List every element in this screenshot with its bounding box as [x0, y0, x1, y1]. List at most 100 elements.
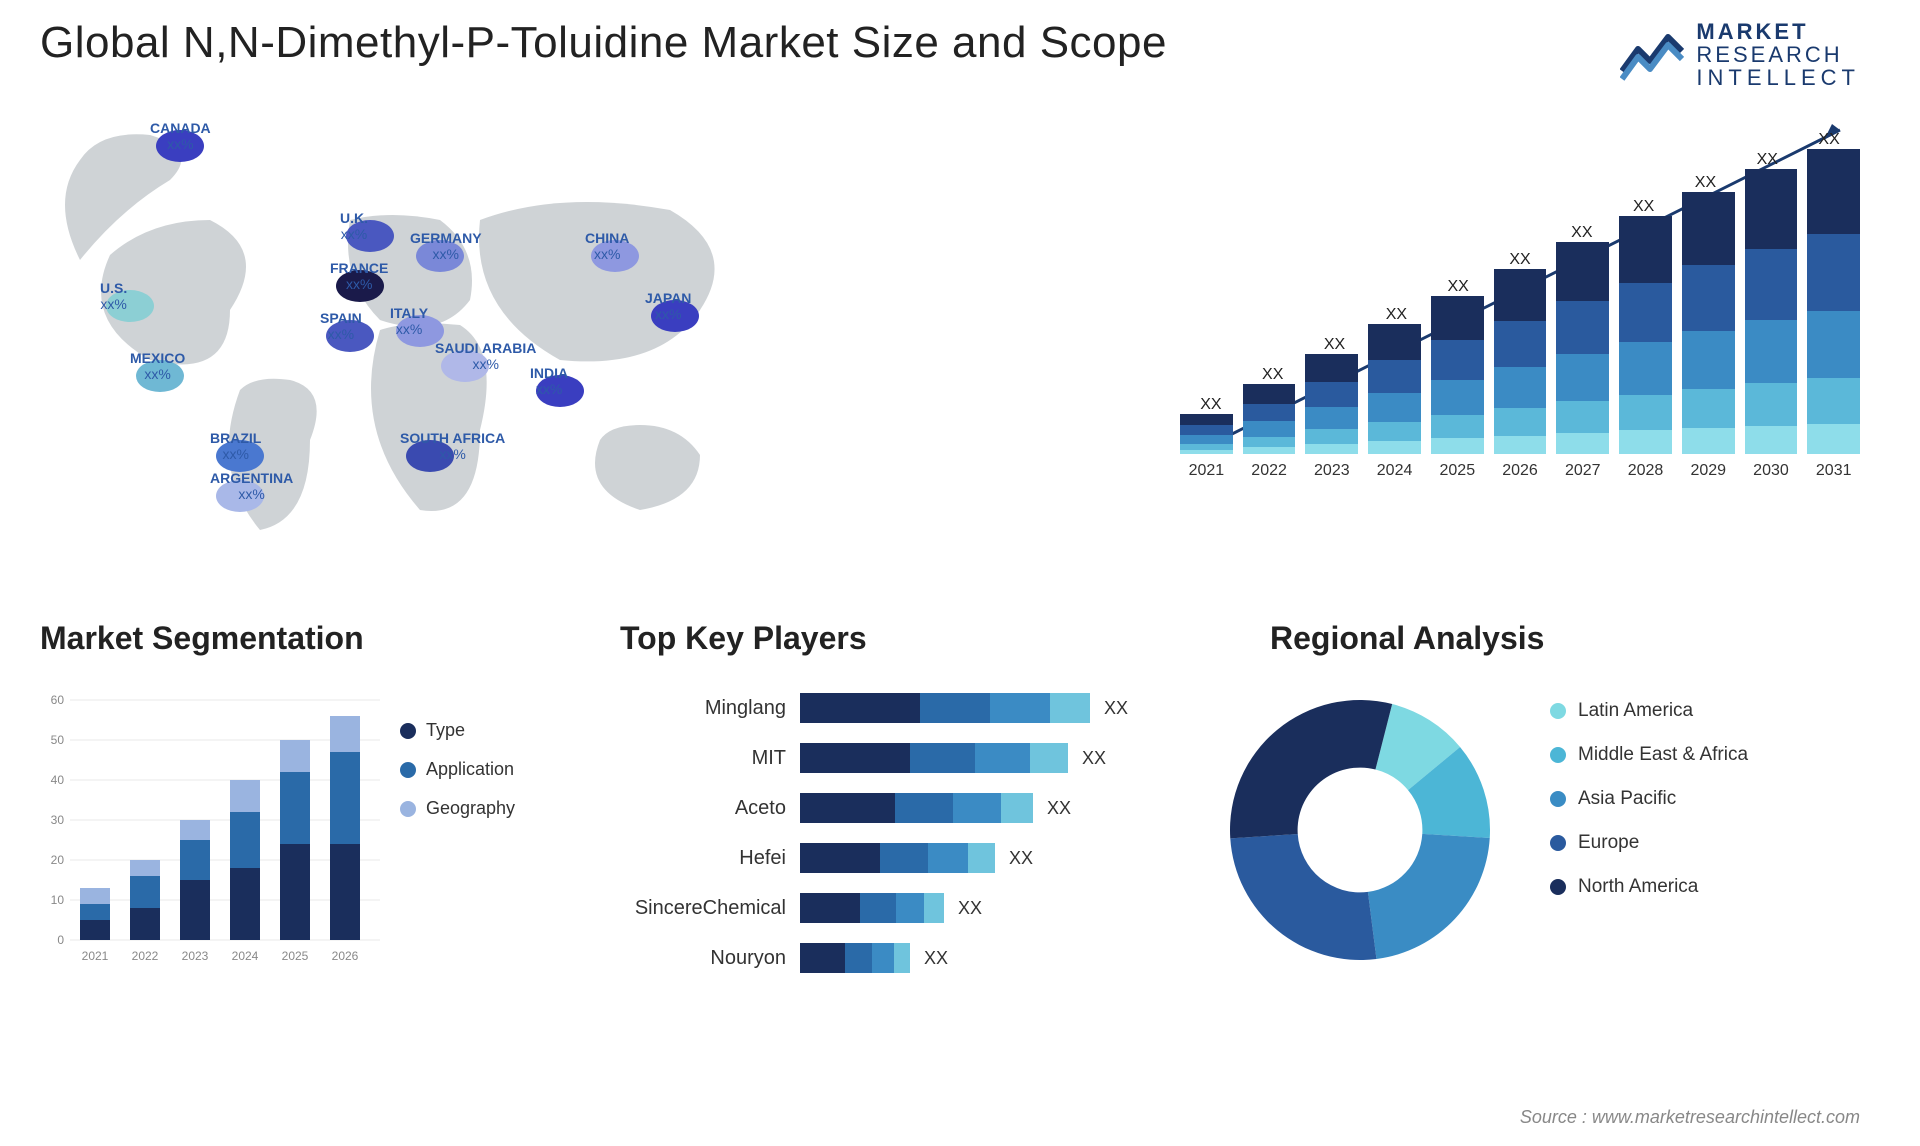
player-segment	[1001, 793, 1033, 823]
seg-bar	[230, 868, 260, 940]
growth-segment	[1807, 149, 1860, 234]
legend-dot	[1550, 703, 1566, 719]
growth-stack	[1305, 354, 1358, 454]
growth-segment	[1556, 301, 1609, 354]
logo-line3: INTELLECT	[1696, 66, 1860, 89]
logo-icon	[1620, 29, 1684, 81]
legend-dot	[1550, 835, 1566, 851]
player-segment	[975, 743, 1030, 773]
growth-value-label: XX	[1695, 174, 1716, 192]
growth-segment	[1305, 354, 1358, 382]
growth-segment	[1180, 425, 1233, 435]
map-label: SPAINxx%	[320, 310, 362, 342]
legend-item: Application	[400, 759, 515, 780]
growth-segment	[1305, 429, 1358, 444]
growth-segment	[1368, 422, 1421, 442]
country-pct: xx%	[320, 326, 362, 342]
growth-segment	[1494, 408, 1547, 436]
growth-year-label: 2031	[1816, 462, 1852, 480]
legend-dot	[400, 801, 416, 817]
player-segment	[800, 693, 920, 723]
seg-bar	[330, 716, 360, 752]
seg-bar	[280, 740, 310, 772]
player-row: NouryonXX	[620, 940, 1180, 976]
player-bar	[800, 943, 910, 973]
growth-year-label: 2028	[1628, 462, 1664, 480]
country-name: SPAIN	[320, 310, 362, 326]
legend-item: Europe	[1550, 832, 1748, 854]
seg-bar	[80, 888, 110, 904]
svg-text:30: 30	[51, 813, 65, 827]
donut-slice	[1368, 834, 1490, 959]
growth-value-label: XX	[1448, 278, 1469, 296]
growth-segment	[1556, 354, 1609, 401]
growth-column: 2024	[1368, 324, 1421, 480]
growth-segment	[1619, 342, 1672, 394]
player-segment	[845, 943, 872, 973]
legend-item: North America	[1550, 876, 1748, 898]
player-segment	[953, 793, 1001, 823]
segmentation-title: Market Segmentation	[40, 620, 364, 657]
legend-label: Asia Pacific	[1578, 788, 1676, 810]
growth-segment	[1619, 216, 1672, 283]
country-name: SOUTH AFRICA	[400, 430, 505, 446]
player-value: XX	[1104, 698, 1128, 719]
growth-segment	[1368, 441, 1421, 454]
country-name: BRAZIL	[210, 430, 261, 446]
player-name: MIT	[620, 747, 800, 770]
regional-section: Regional Analysis Latin AmericaMiddle Ea…	[1210, 620, 1860, 1000]
growth-segment	[1305, 382, 1358, 407]
map-label: ARGENTINAxx%	[210, 470, 293, 502]
legend-label: North America	[1578, 876, 1698, 898]
growth-segment	[1243, 447, 1296, 454]
player-segment	[990, 693, 1050, 723]
growth-segment	[1305, 407, 1358, 429]
country-name: ARGENTINA	[210, 470, 293, 486]
seg-bar	[330, 752, 360, 844]
growth-value-label: XX	[1571, 224, 1592, 242]
player-row: MITXX	[620, 740, 1180, 776]
legend-dot	[400, 762, 416, 778]
growth-column: 2021	[1180, 414, 1233, 480]
growth-stack	[1745, 169, 1798, 454]
player-segment	[968, 843, 995, 873]
growth-segment	[1619, 283, 1672, 343]
growth-segment	[1494, 436, 1547, 455]
growth-year-label: 2025	[1440, 462, 1476, 480]
player-bar	[800, 843, 995, 873]
growth-value-label: XX	[1757, 151, 1778, 169]
country-pct: xx%	[530, 381, 568, 397]
growth-year-label: 2021	[1189, 462, 1225, 480]
growth-segment	[1431, 415, 1484, 439]
legend-label: Europe	[1578, 832, 1639, 854]
seg-bar	[80, 904, 110, 920]
growth-segment	[1745, 249, 1798, 320]
logo: MARKET RESEARCH INTELLECT	[1620, 20, 1860, 89]
svg-text:40: 40	[51, 773, 65, 787]
country-name: ITALY	[390, 305, 428, 321]
growth-stack	[1243, 384, 1296, 454]
legend-label: Type	[426, 720, 465, 741]
growth-segment	[1180, 435, 1233, 444]
map-label: FRANCExx%	[330, 260, 388, 292]
svg-text:2025: 2025	[282, 949, 309, 963]
growth-column: 2022	[1243, 384, 1296, 480]
growth-stack	[1368, 324, 1421, 454]
growth-value-label: XX	[1818, 131, 1839, 149]
legend-label: Application	[426, 759, 514, 780]
regional-legend: Latin AmericaMiddle East & AfricaAsia Pa…	[1550, 700, 1748, 920]
growth-segment	[1556, 433, 1609, 454]
player-segment	[928, 843, 968, 873]
growth-stack	[1180, 414, 1233, 454]
growth-segment	[1619, 395, 1672, 431]
legend-label: Middle East & Africa	[1578, 744, 1748, 766]
growth-segment	[1180, 450, 1233, 454]
country-pct: xx%	[585, 246, 629, 262]
growth-column: 2028	[1619, 216, 1672, 480]
player-segment	[894, 943, 910, 973]
seg-bar	[180, 880, 210, 940]
seg-bar	[130, 908, 160, 940]
player-segment	[924, 893, 944, 923]
country-pct: xx%	[435, 356, 536, 372]
country-pct: xx%	[340, 226, 368, 242]
